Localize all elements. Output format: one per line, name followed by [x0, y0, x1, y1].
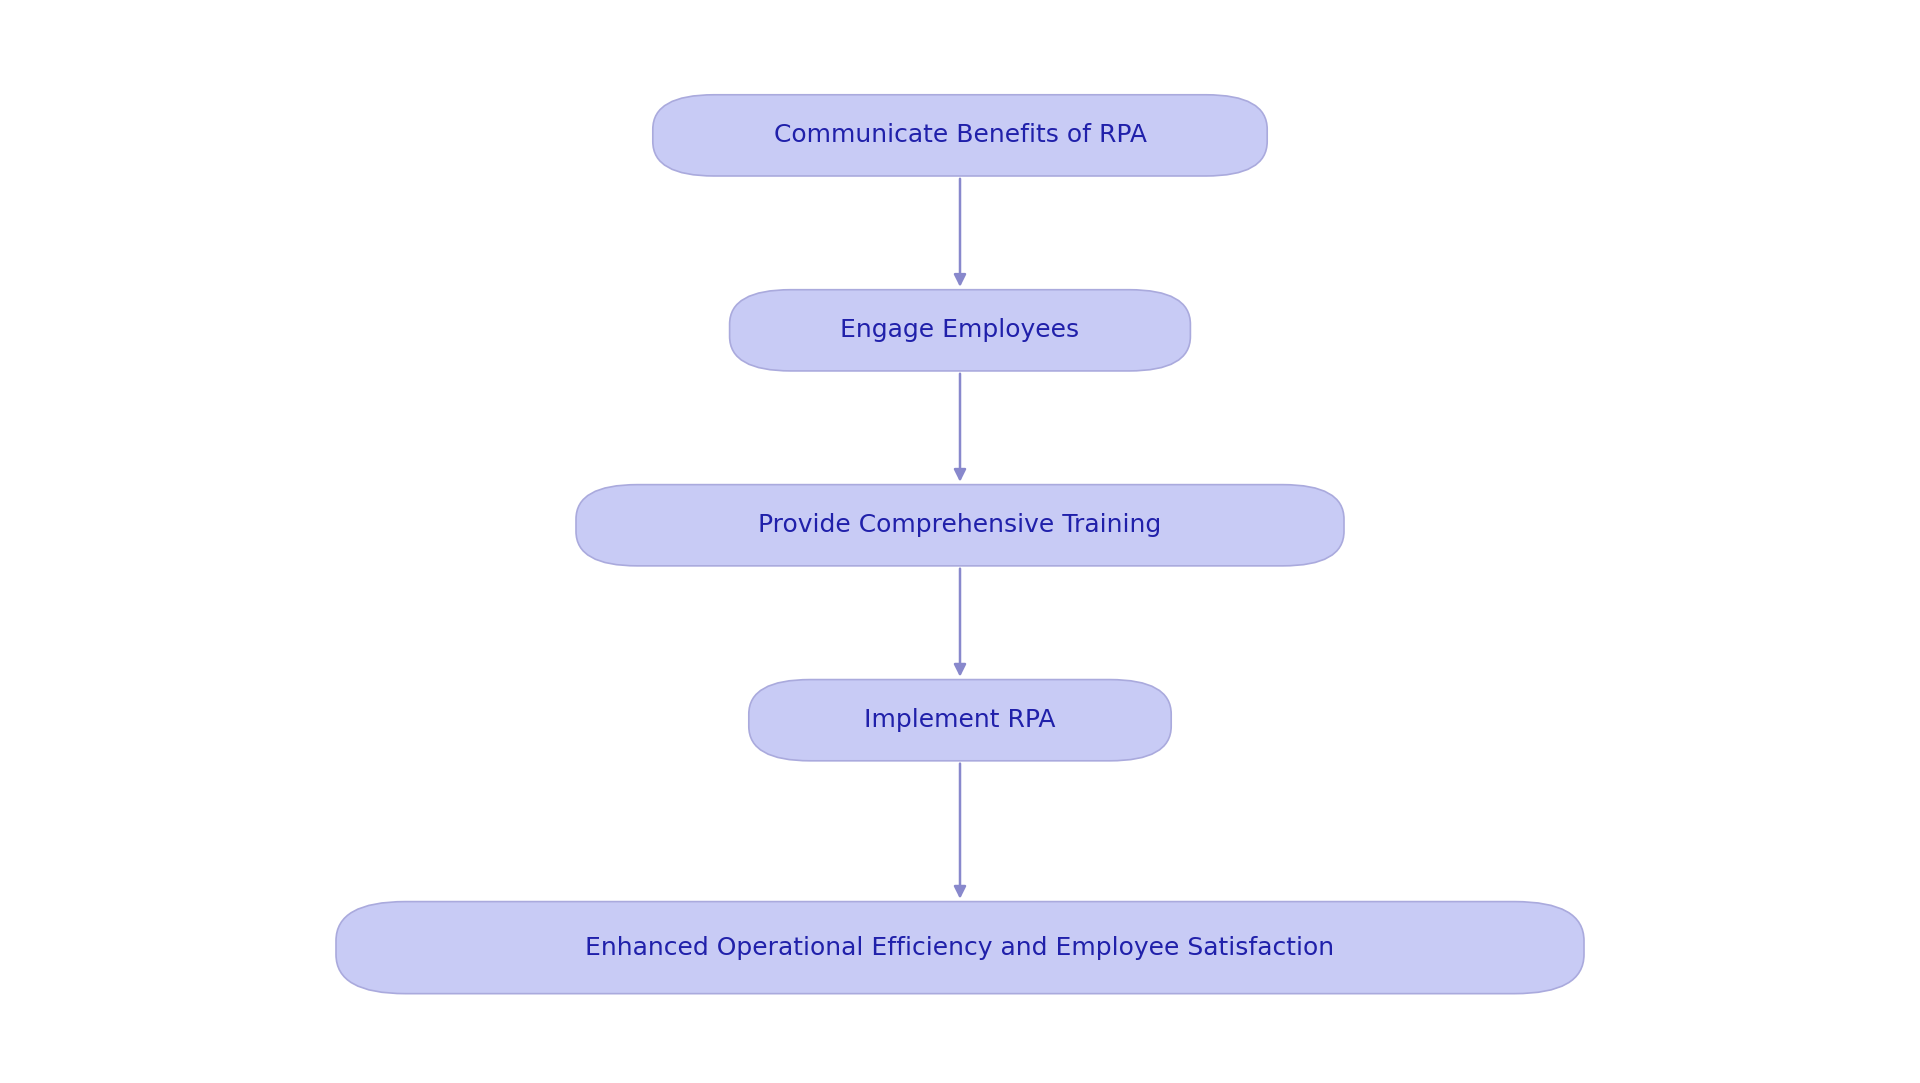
Text: Communicate Benefits of RPA: Communicate Benefits of RPA: [774, 123, 1146, 147]
FancyBboxPatch shape: [576, 485, 1344, 565]
Text: Enhanced Operational Efficiency and Employee Satisfaction: Enhanced Operational Efficiency and Empl…: [586, 936, 1334, 960]
FancyBboxPatch shape: [730, 290, 1190, 370]
FancyBboxPatch shape: [749, 680, 1171, 760]
FancyBboxPatch shape: [336, 901, 1584, 994]
FancyBboxPatch shape: [653, 95, 1267, 175]
Text: Engage Employees: Engage Employees: [841, 318, 1079, 342]
Text: Implement RPA: Implement RPA: [864, 708, 1056, 732]
Text: Provide Comprehensive Training: Provide Comprehensive Training: [758, 513, 1162, 537]
